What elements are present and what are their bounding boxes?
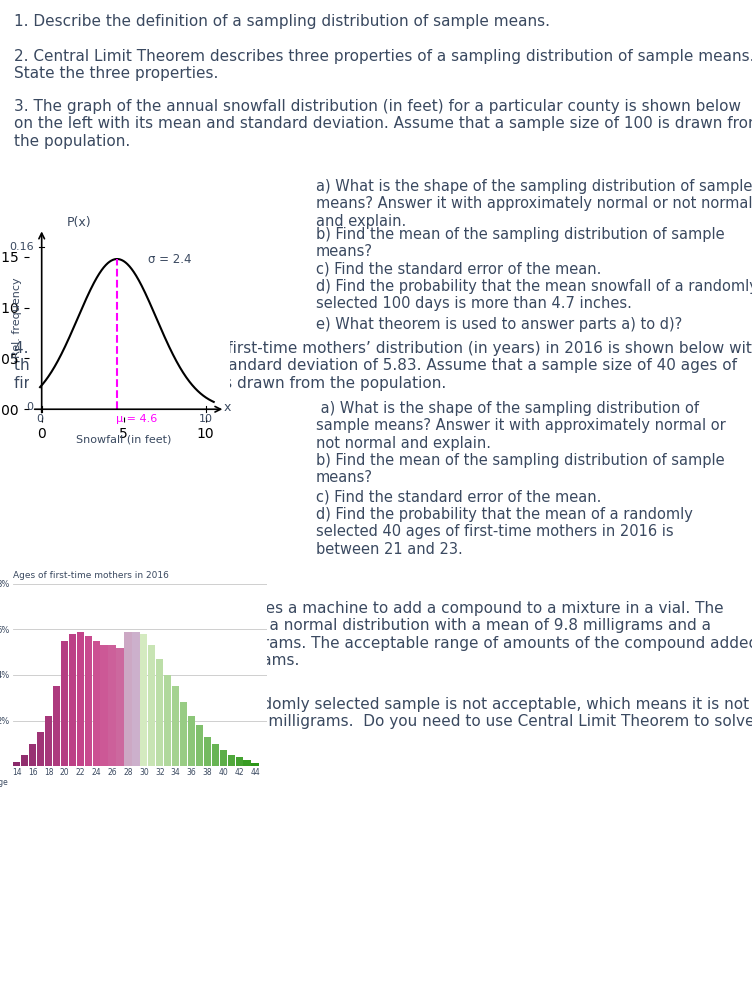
Bar [13, 762, 20, 766]
Text: 2. Central Limit Theorem describes three properties of a sampling distribution o: 2. Central Limit Theorem describes three… [14, 49, 752, 81]
Text: Age: Age [0, 778, 9, 787]
Bar [124, 632, 132, 766]
Bar [251, 764, 259, 766]
Bar [228, 755, 235, 766]
Bar [204, 737, 211, 766]
Text: d) Find the probability that the mean snowfall of a randomly
selected 100 days i: d) Find the probability that the mean sn… [316, 279, 752, 312]
Bar [53, 686, 60, 766]
Text: Snowfall (in feet): Snowfall (in feet) [76, 434, 171, 445]
Bar [84, 636, 92, 766]
Bar [108, 645, 116, 766]
Text: c) Find the standard error of the mean.: c) Find the standard error of the mean. [316, 262, 602, 277]
Bar [92, 641, 100, 766]
Bar [211, 744, 219, 766]
Text: μ = 4.6: μ = 4.6 [117, 414, 157, 424]
Text: a) Find the probability that a randomly selected sample is not acceptable, which: a) Find the probability that a randomly … [14, 697, 752, 747]
Bar [244, 760, 250, 766]
Bar [140, 634, 147, 766]
Text: Rel. frequency: Rel. frequency [12, 278, 22, 358]
Bar [29, 744, 36, 766]
Text: a) What is the shape of the sampling distribution of
sample means? Answer it wit: a) What is the shape of the sampling dis… [316, 401, 726, 451]
Text: Ages of first-time mothers in 2016: Ages of first-time mothers in 2016 [13, 571, 168, 580]
Text: b) Find the mean of the sampling distribution of sample
means?: b) Find the mean of the sampling distrib… [316, 453, 725, 486]
Text: x: x [223, 401, 231, 413]
Text: σ = 2.4: σ = 2.4 [148, 252, 192, 265]
Text: 1. Describe the definition of a sampling distribution of sample means.: 1. Describe the definition of a sampling… [14, 14, 550, 29]
Bar [156, 659, 163, 766]
Bar [101, 645, 108, 766]
Bar [196, 725, 203, 766]
Bar [148, 645, 156, 766]
Bar [180, 702, 187, 766]
Text: d) Find the probability that the mean of a randomly
selected 40 ages of first-ti: d) Find the probability that the mean of… [316, 507, 693, 557]
Bar [37, 732, 44, 766]
Text: a) What is the shape of the sampling distribution of sample
means? Answer it wit: a) What is the shape of the sampling dis… [316, 179, 752, 228]
Text: e) What theorem is used to answer parts a) to d)?: e) What theorem is used to answer parts … [316, 317, 682, 332]
Text: 10: 10 [199, 414, 213, 424]
Bar [117, 648, 123, 766]
Bar [68, 634, 76, 766]
Text: P(x): P(x) [66, 216, 91, 228]
Text: 0: 0 [37, 414, 44, 424]
Bar [61, 641, 68, 766]
Bar [235, 758, 243, 766]
Bar [21, 755, 29, 766]
Text: 0: 0 [26, 403, 34, 412]
Bar [164, 674, 171, 766]
Text: c) Find the standard error of the mean.: c) Find the standard error of the mean. [316, 489, 602, 504]
Text: 0.16: 0.16 [9, 242, 34, 252]
Bar [45, 716, 52, 766]
Bar [172, 686, 179, 766]
Bar [220, 751, 227, 766]
Bar [188, 716, 196, 766]
Text: 3. The graph of the annual snowfall distribution (in feet) for a particular coun: 3. The graph of the annual snowfall dist… [14, 99, 752, 148]
Bar [132, 632, 140, 766]
Text: b) Find the mean of the sampling distribution of sample
means?: b) Find the mean of the sampling distrib… [316, 227, 725, 259]
Text: 5. A pharmaceutical company uses a machine to add a compound to a mixture in a v: 5. A pharmaceutical company uses a machi… [14, 601, 752, 669]
Bar [77, 632, 84, 766]
Text: 4. The graph of the ages of first-time mothers’ distribution (in years) in 2016 : 4. The graph of the ages of first-time m… [14, 341, 752, 391]
